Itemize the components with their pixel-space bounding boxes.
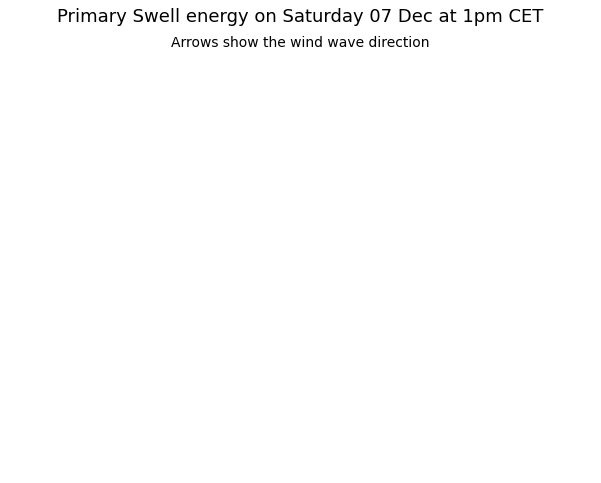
Text: Primary Swell energy on Saturday 07 Dec at 1pm CET: Primary Swell energy on Saturday 07 Dec …: [57, 8, 544, 26]
Text: Arrows show the wind wave direction: Arrows show the wind wave direction: [171, 36, 430, 50]
Text: cartopy not available: cartopy not available: [197, 260, 404, 279]
